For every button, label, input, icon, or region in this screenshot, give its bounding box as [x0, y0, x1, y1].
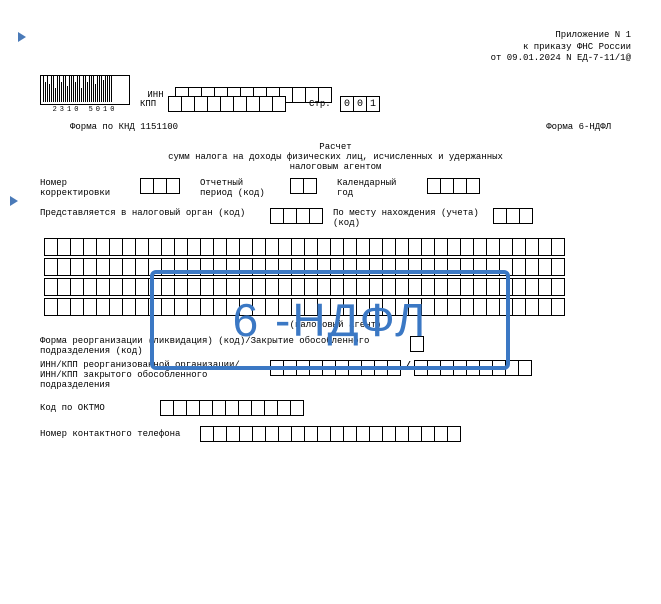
page-label: Стр. [309, 99, 331, 109]
barcode: 2310 5010 [40, 75, 130, 114]
title-line1: Расчет [40, 142, 631, 152]
location-boxes[interactable] [493, 208, 533, 224]
period-label1: Отчетный [200, 178, 290, 188]
presented-label: Представляется в налоговый орган (код) [40, 208, 270, 218]
row-knd: Форма по КНД 1151100 Форма 6-НДФЛ [40, 122, 631, 132]
form6-label: Форма 6-НДФЛ [546, 122, 611, 132]
period-label2: период (код) [200, 188, 290, 198]
location-label2: (код) [333, 218, 493, 228]
innkpp-label3: подразделения [40, 380, 270, 390]
corr-boxes[interactable] [140, 178, 180, 194]
header-line2: к приказу ФНС России [40, 42, 631, 54]
year-label1: Календарный [337, 178, 427, 188]
location-label1: По месту нахождения (учета) [333, 208, 493, 218]
header-appendix: Приложение N 1 к приказу ФНС России от 0… [40, 30, 631, 65]
oktmo-boxes[interactable] [160, 400, 304, 416]
watermark-6ndfl: 6 -НДФЛ [150, 270, 510, 370]
agent-row-1[interactable] [44, 238, 631, 256]
kpp-label: КПП [140, 99, 156, 109]
corr-label1: Номер [40, 178, 140, 188]
marker-left [10, 196, 18, 206]
header-line1: Приложение N 1 [40, 30, 631, 42]
header-line3: от 09.01.2024 N ЕД-7-11/1@ [40, 53, 631, 65]
year-boxes[interactable] [427, 178, 480, 194]
innkpp-label2: ИНН/КПП закрытого обособленного [40, 370, 270, 380]
year-label-block: Календарный год [337, 178, 427, 198]
corr-label-block: Номер корректировки [40, 178, 140, 198]
title-line3: налоговым агентом [40, 162, 631, 172]
row-phone: Номер контактного телефона [40, 426, 631, 442]
corr-label2: корректировки [40, 188, 140, 198]
location-label-block: По месту нахождения (учета) (код) [333, 208, 493, 228]
marker-top [18, 32, 26, 42]
page-boxes: 001 [340, 96, 380, 112]
form-page: Приложение N 1 к приказу ФНС России от 0… [0, 0, 661, 456]
row-corr-period-year: Номер корректировки Отчетный период (код… [40, 178, 631, 198]
period-boxes[interactable] [290, 178, 317, 194]
row-kpp: КПП Стр. 001 [140, 96, 631, 112]
barcode-number: 2310 5010 [40, 106, 130, 114]
presented-boxes[interactable] [270, 208, 323, 224]
phone-label: Номер контактного телефона [40, 429, 200, 439]
row-presented: Представляется в налоговый орган (код) П… [40, 208, 631, 228]
period-label-block: Отчетный период (код) [200, 178, 290, 198]
knd-label: Форма по КНД 1151100 [70, 122, 178, 132]
row-oktmo: Код по ОКТМО [40, 400, 631, 416]
title-line2: сумм налога на доходы физических лиц, ис… [40, 152, 631, 162]
year-label2: год [337, 188, 427, 198]
oktmo-label: Код по ОКТМО [40, 403, 160, 413]
kpp-boxes[interactable] [168, 96, 286, 112]
phone-boxes[interactable] [200, 426, 461, 442]
barcode-lines [40, 75, 130, 105]
